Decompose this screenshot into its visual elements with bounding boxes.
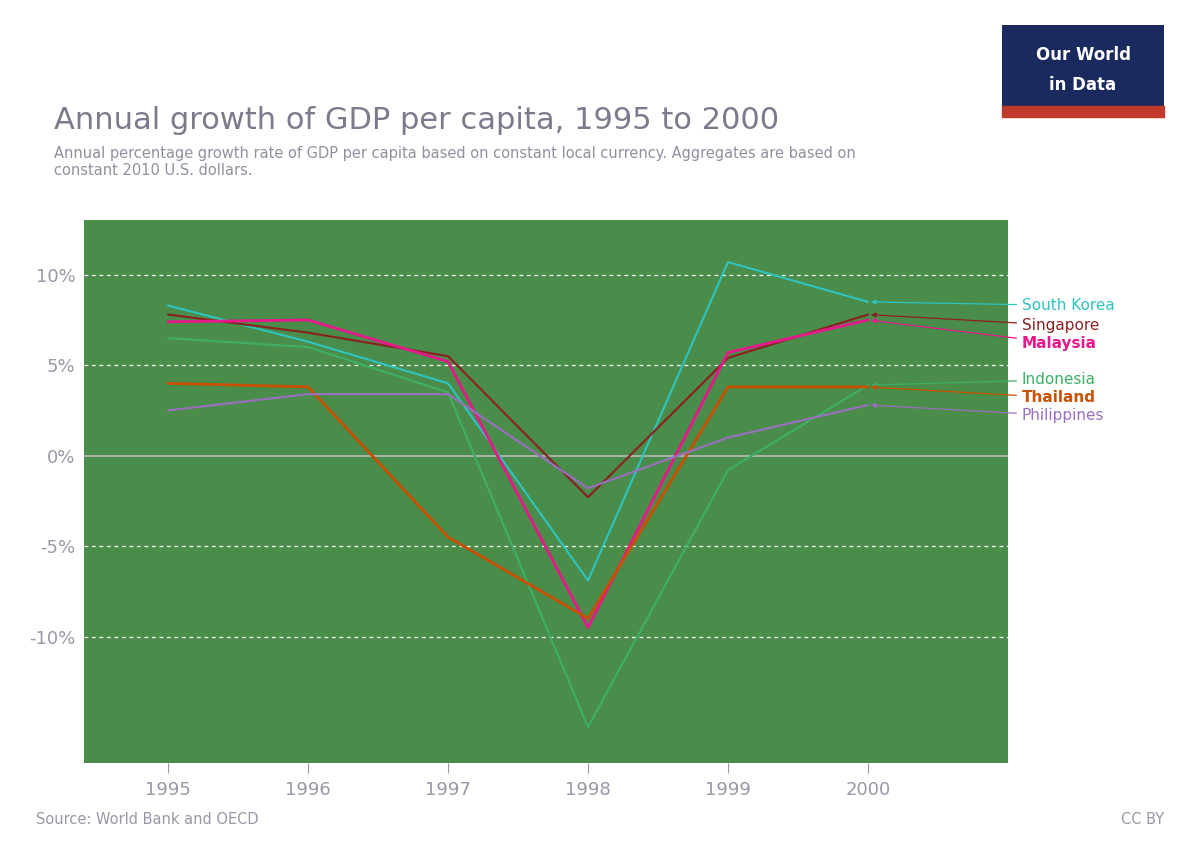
Text: Thailand: Thailand: [872, 386, 1096, 405]
Text: Singapore: Singapore: [872, 313, 1099, 333]
Bar: [1002, 106, 1164, 117]
Text: South Korea: South Korea: [872, 298, 1115, 313]
Text: Source: World Bank and OECD: Source: World Bank and OECD: [36, 812, 259, 827]
Text: in Data: in Data: [1050, 76, 1116, 94]
Text: Malaysia: Malaysia: [872, 319, 1097, 351]
Text: Our World: Our World: [1036, 46, 1130, 64]
Text: Indonesia: Indonesia: [872, 372, 1096, 388]
Text: Philippines: Philippines: [872, 404, 1104, 423]
Text: Annual percentage growth rate of GDP per capita based on constant local currency: Annual percentage growth rate of GDP per…: [54, 146, 856, 178]
Text: CC BY: CC BY: [1121, 812, 1164, 827]
Text: Annual growth of GDP per capita, 1995 to 2000: Annual growth of GDP per capita, 1995 to…: [54, 106, 779, 135]
